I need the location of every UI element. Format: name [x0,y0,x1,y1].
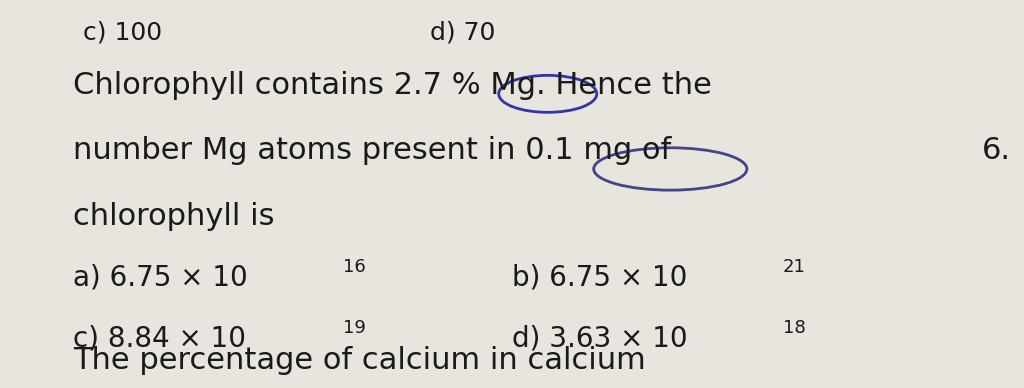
Text: 21: 21 [782,258,806,275]
Text: d) 3.63 × 10: d) 3.63 × 10 [512,325,688,353]
Text: c) 100: c) 100 [83,21,162,45]
Text: 16: 16 [343,258,367,275]
Text: chlorophyll is: chlorophyll is [73,202,274,231]
Text: The percentage of calcium in calcium: The percentage of calcium in calcium [73,346,645,375]
Text: d) 70: d) 70 [430,21,496,45]
Text: b) 6.75 × 10: b) 6.75 × 10 [512,263,687,291]
Text: 18: 18 [782,319,805,337]
Text: 6.: 6. [982,136,1011,165]
Text: Chlorophyll contains 2.7 % Mg. Hence the: Chlorophyll contains 2.7 % Mg. Hence the [73,71,712,100]
Text: 19: 19 [343,319,367,337]
Text: number Mg atoms present in 0.1 mg of: number Mg atoms present in 0.1 mg of [73,136,671,165]
Text: c) 8.84 × 10: c) 8.84 × 10 [73,325,246,353]
Text: a) 6.75 × 10: a) 6.75 × 10 [73,263,248,291]
